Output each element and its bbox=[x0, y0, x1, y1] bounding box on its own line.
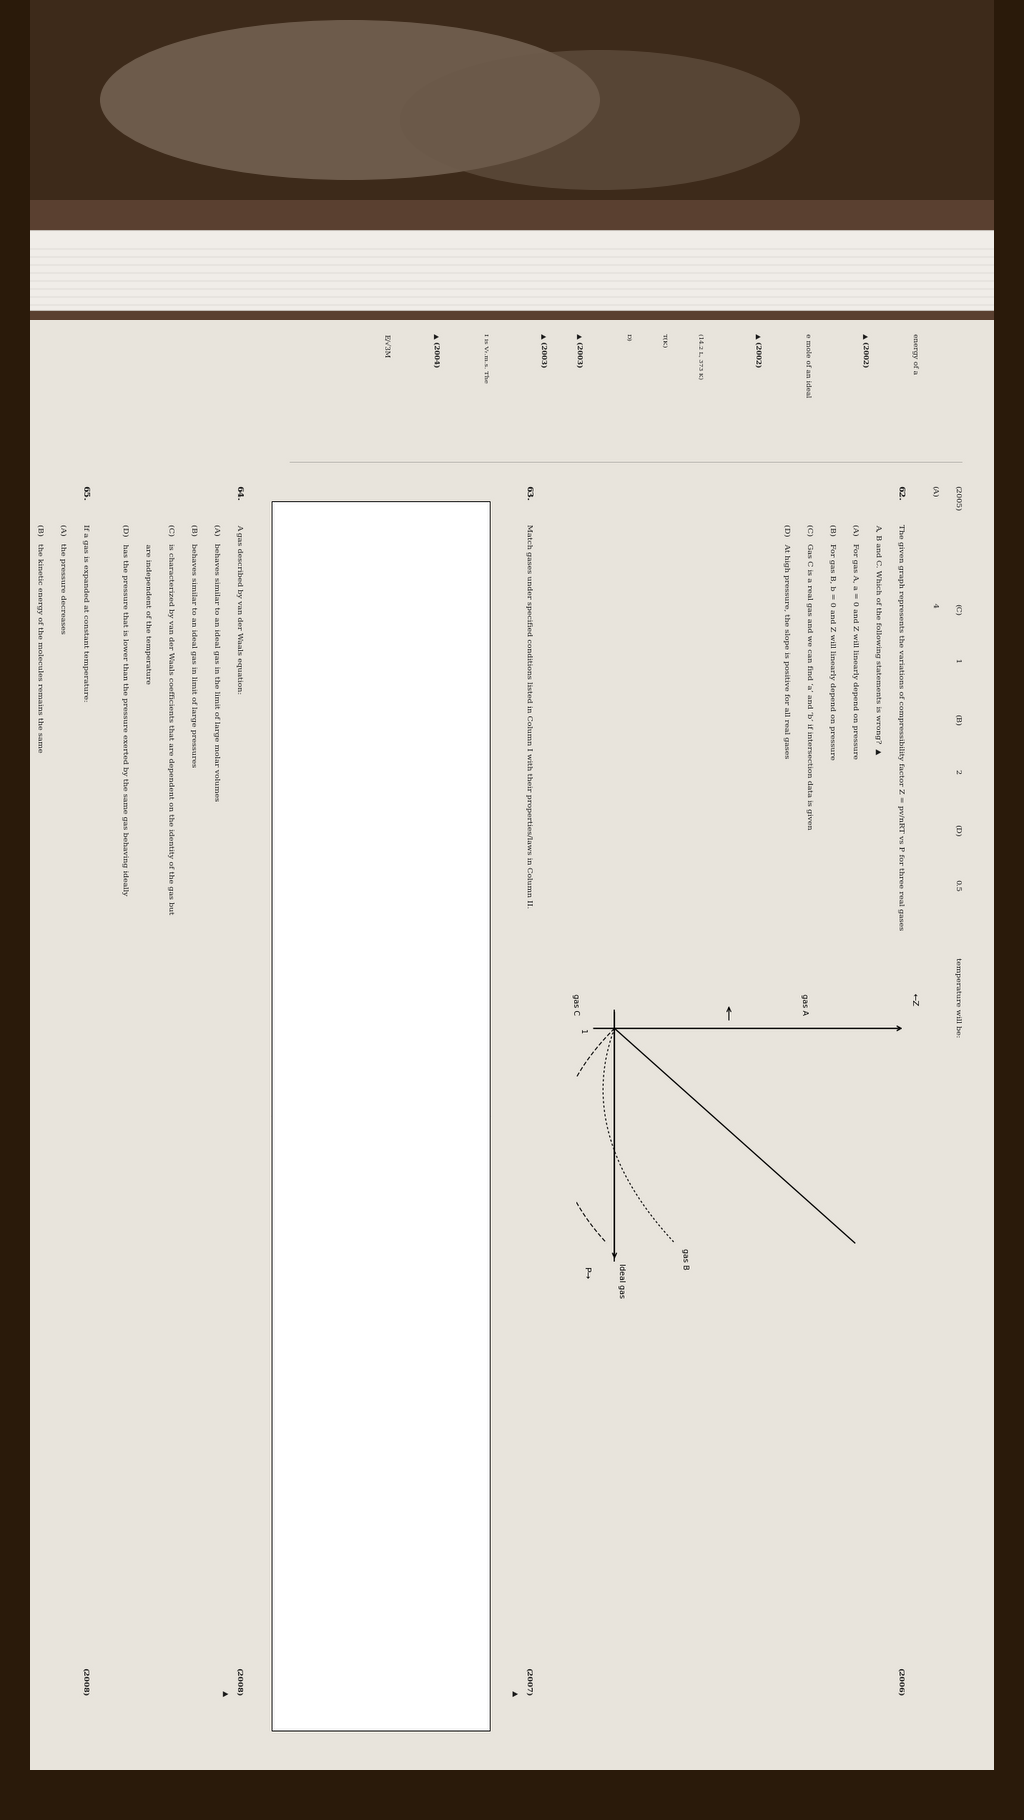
Bar bbox=[994, 0, 1024, 1820]
Bar bbox=[0, 1771, 1024, 1820]
Bar bbox=[0, 0, 1024, 200]
Ellipse shape bbox=[400, 49, 800, 189]
Bar bbox=[0, 229, 1024, 309]
Bar bbox=[0, 0, 30, 1820]
Ellipse shape bbox=[100, 20, 600, 180]
